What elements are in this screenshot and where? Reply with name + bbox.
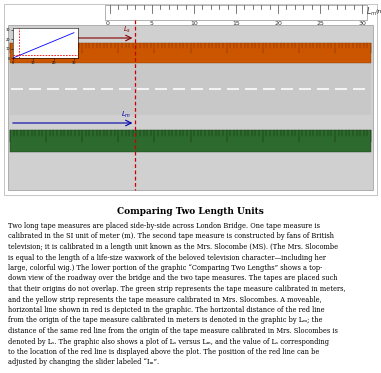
Text: and the yellow strip represents the tape measure calibrated in Mrs. Slocombes. A: and the yellow strip represents the tape…: [8, 295, 322, 304]
Text: 20: 20: [274, 21, 282, 26]
Text: from the origin of the tape measure calibrated in meters is denoted in the graph: from the origin of the tape measure cali…: [8, 317, 322, 325]
Text: that their origins do not overlap. The green strip represents the tape measure c: that their origins do not overlap. The g…: [8, 285, 346, 293]
Bar: [10, 63, 371, 115]
Bar: [4, 4, 377, 195]
Text: $L_m$: $L_m$: [121, 110, 131, 120]
Bar: [105, 5, 367, 20]
Text: Comparing Two Length Units: Comparing Two Length Units: [117, 207, 264, 216]
Bar: [8, 25, 373, 190]
Text: down view of the roadway over the bridge and the two tape measures. The tapes ar: down view of the roadway over the bridge…: [8, 275, 338, 282]
Text: 25: 25: [316, 21, 324, 26]
Text: Two long tape measures are placed side-by-side across London Bridge. One tape me: Two long tape measures are placed side-b…: [8, 222, 320, 230]
Text: denoted by Lₛ. The graphic also shows a plot of Lₛ versus Lₘ, and the value of L: denoted by Lₛ. The graphic also shows a …: [8, 338, 329, 345]
Text: distance of the same red line from the origin of the tape measure calibrated in : distance of the same red line from the o…: [8, 327, 338, 335]
Text: calibrated in the SI unit of meter (m). The second tape measure is constructed b: calibrated in the SI unit of meter (m). …: [8, 232, 334, 241]
Text: is equal to the length of a life-size waxwork of the beloved television characte: is equal to the length of a life-size wa…: [8, 254, 326, 261]
Text: to the location of the red line is displayed above the plot. The position of the: to the location of the red line is displ…: [8, 348, 319, 356]
Text: 5: 5: [150, 21, 154, 26]
Text: horizontal line shown in red is depicted in the graphic. The horizontal distance: horizontal line shown in red is depicted…: [8, 306, 325, 314]
Text: 10: 10: [190, 21, 198, 26]
Text: 15: 15: [232, 21, 240, 26]
Text: adjusted by changing the slider labeled “Iₘ”.: adjusted by changing the slider labeled …: [8, 358, 159, 367]
Text: (m): (m): [376, 9, 381, 15]
Text: $L_m$: $L_m$: [366, 6, 377, 18]
Text: television; it is calibrated in a length unit known as the Mrs. Slocombe (MS). (: television; it is calibrated in a length…: [8, 243, 338, 251]
Text: 30: 30: [358, 21, 366, 26]
Text: 0: 0: [106, 21, 110, 26]
Text: large, colorful wig.) The lower portion of the graphic “Comparing Two Lengths” s: large, colorful wig.) The lower portion …: [8, 264, 322, 272]
Bar: [10, 130, 371, 152]
Bar: [10, 43, 371, 63]
Text: $L_s$: $L_s$: [123, 25, 131, 35]
